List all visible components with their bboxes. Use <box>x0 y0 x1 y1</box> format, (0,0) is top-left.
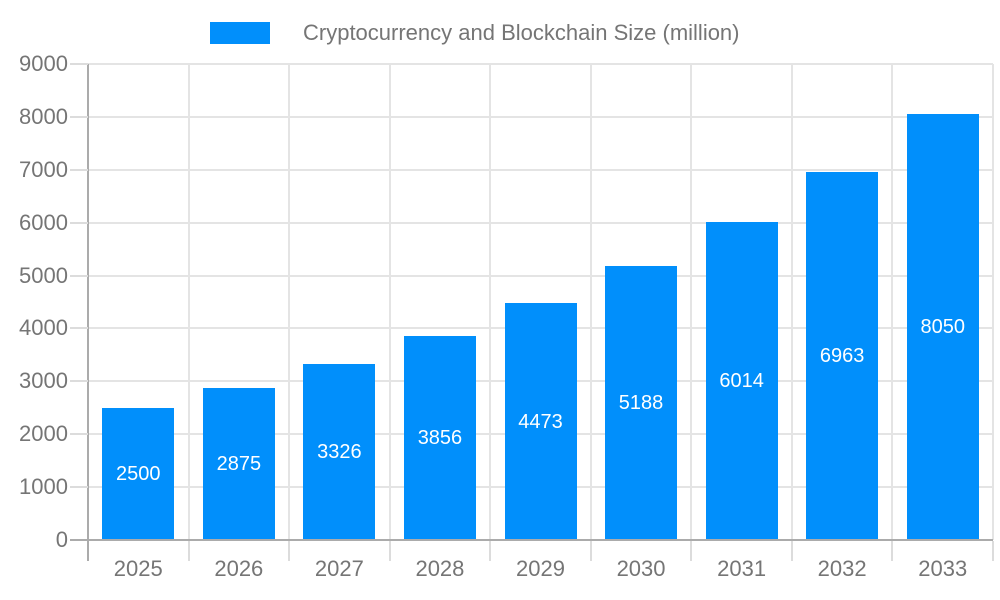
y-axis-tick <box>70 63 88 65</box>
legend[interactable]: Cryptocurrency and Blockchain Size (mill… <box>210 20 740 46</box>
y-axis-tick <box>70 168 88 171</box>
y-tick-label: 0 <box>55 527 68 552</box>
y-axis-tick <box>70 433 88 436</box>
x-tick-label-2032: 2032 <box>817 556 867 581</box>
x-axis-tick <box>690 541 693 561</box>
y-tick-label: 6000 <box>19 209 68 235</box>
bar-2031[interactable]: 6014 <box>705 221 778 540</box>
legend-swatch <box>210 22 270 44</box>
gridline-vertical <box>187 64 190 540</box>
gridline-horizontal <box>88 168 993 171</box>
x-tick-label-2033: 2033 <box>918 556 968 581</box>
y-tick-label: 5000 <box>19 262 68 288</box>
y-axis-tick <box>70 115 88 118</box>
x-axis-tick <box>288 541 291 561</box>
gridline-horizontal <box>88 274 993 277</box>
x-axis-tick <box>589 541 592 561</box>
x-axis-tick <box>489 541 492 561</box>
x-tick-label-2031: 2031 <box>717 556 767 581</box>
bar-2030[interactable]: 5188 <box>605 265 678 540</box>
bar-2033[interactable]: 8050 <box>906 114 979 540</box>
y-axis-tick <box>70 486 88 489</box>
bar-value-label: 6963 <box>819 344 865 367</box>
bar-2029[interactable]: 4473 <box>504 303 577 540</box>
y-axis-tick <box>70 221 88 224</box>
bar-2028[interactable]: 3856 <box>403 336 476 540</box>
bar-2026[interactable]: 2875 <box>202 387 275 540</box>
x-tick-label-2029: 2029 <box>516 556 565 581</box>
gridline-horizontal <box>88 63 993 65</box>
bar-value-label: 2875 <box>216 452 262 475</box>
x-axis-tick <box>992 541 994 561</box>
bar-2032[interactable]: 6963 <box>806 171 879 540</box>
gridline-vertical <box>589 64 592 540</box>
gridline-vertical <box>690 64 693 540</box>
legend-label: Cryptocurrency and Blockchain Size (mill… <box>303 20 740 45</box>
y-tick-label: 7000 <box>19 156 68 182</box>
gridline-vertical <box>891 64 894 540</box>
x-tick-label-2026: 2026 <box>214 556 264 581</box>
gridline-horizontal <box>88 221 993 224</box>
x-tick-label-2025: 2025 <box>113 556 163 581</box>
x-tick-label-2027: 2027 <box>314 556 364 581</box>
y-tick-label: 9000 <box>19 51 68 76</box>
y-tick-label: 8000 <box>19 103 68 129</box>
gridline-vertical <box>288 64 291 540</box>
x-axis-tick <box>187 541 190 561</box>
y-axis-tick <box>70 327 88 330</box>
gridline-vertical <box>489 64 492 540</box>
y-tick-label: 2000 <box>19 421 68 447</box>
y-axis-line <box>87 64 89 561</box>
gridline-vertical <box>790 64 793 540</box>
y-axis-tick <box>70 380 88 383</box>
bar-2025[interactable]: 2500 <box>102 407 175 540</box>
bar-value-label: 2500 <box>116 462 161 485</box>
y-tick-label: 3000 <box>19 368 68 394</box>
x-axis-tick <box>388 541 391 561</box>
gridline-vertical <box>388 64 391 540</box>
x-tick-label-2030: 2030 <box>616 556 666 581</box>
x-axis-line <box>70 539 993 541</box>
gridline-vertical <box>992 64 994 540</box>
plot-area: 2500 2875 3326 3856 4473 5188 6014 6963 8050 <box>88 63 994 540</box>
y-tick-label: 4000 <box>19 315 68 341</box>
x-tick-label-2028: 2028 <box>415 556 465 581</box>
bar-value-label: 3326 <box>317 441 362 464</box>
bar-2027[interactable]: 3326 <box>303 364 376 540</box>
x-axis-tick <box>891 541 894 561</box>
x-axis-tick <box>790 541 793 561</box>
bar-value-label: 5188 <box>618 391 664 414</box>
bar-value-label: 4473 <box>518 410 563 433</box>
y-tick-label: 1000 <box>19 474 68 500</box>
bar-value-label: 3856 <box>417 427 463 450</box>
bar-value-label: 6014 <box>719 369 764 392</box>
gridline-horizontal <box>88 115 993 118</box>
bar-value-label: 8050 <box>920 316 965 339</box>
y-axis-tick <box>70 274 88 277</box>
